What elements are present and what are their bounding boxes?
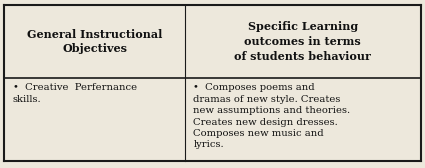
Text: •  Composes poems and
dramas of new style. Creates
new assumptions and theories.: • Composes poems and dramas of new style… [193,83,351,149]
Text: •  Creative  Perfernance
skills.: • Creative Perfernance skills. [13,83,137,104]
Text: Specific Learning
outcomes in terms
of students behaviour: Specific Learning outcomes in terms of s… [234,22,371,62]
Text: General Instructional
Objectives: General Instructional Objectives [27,29,162,54]
